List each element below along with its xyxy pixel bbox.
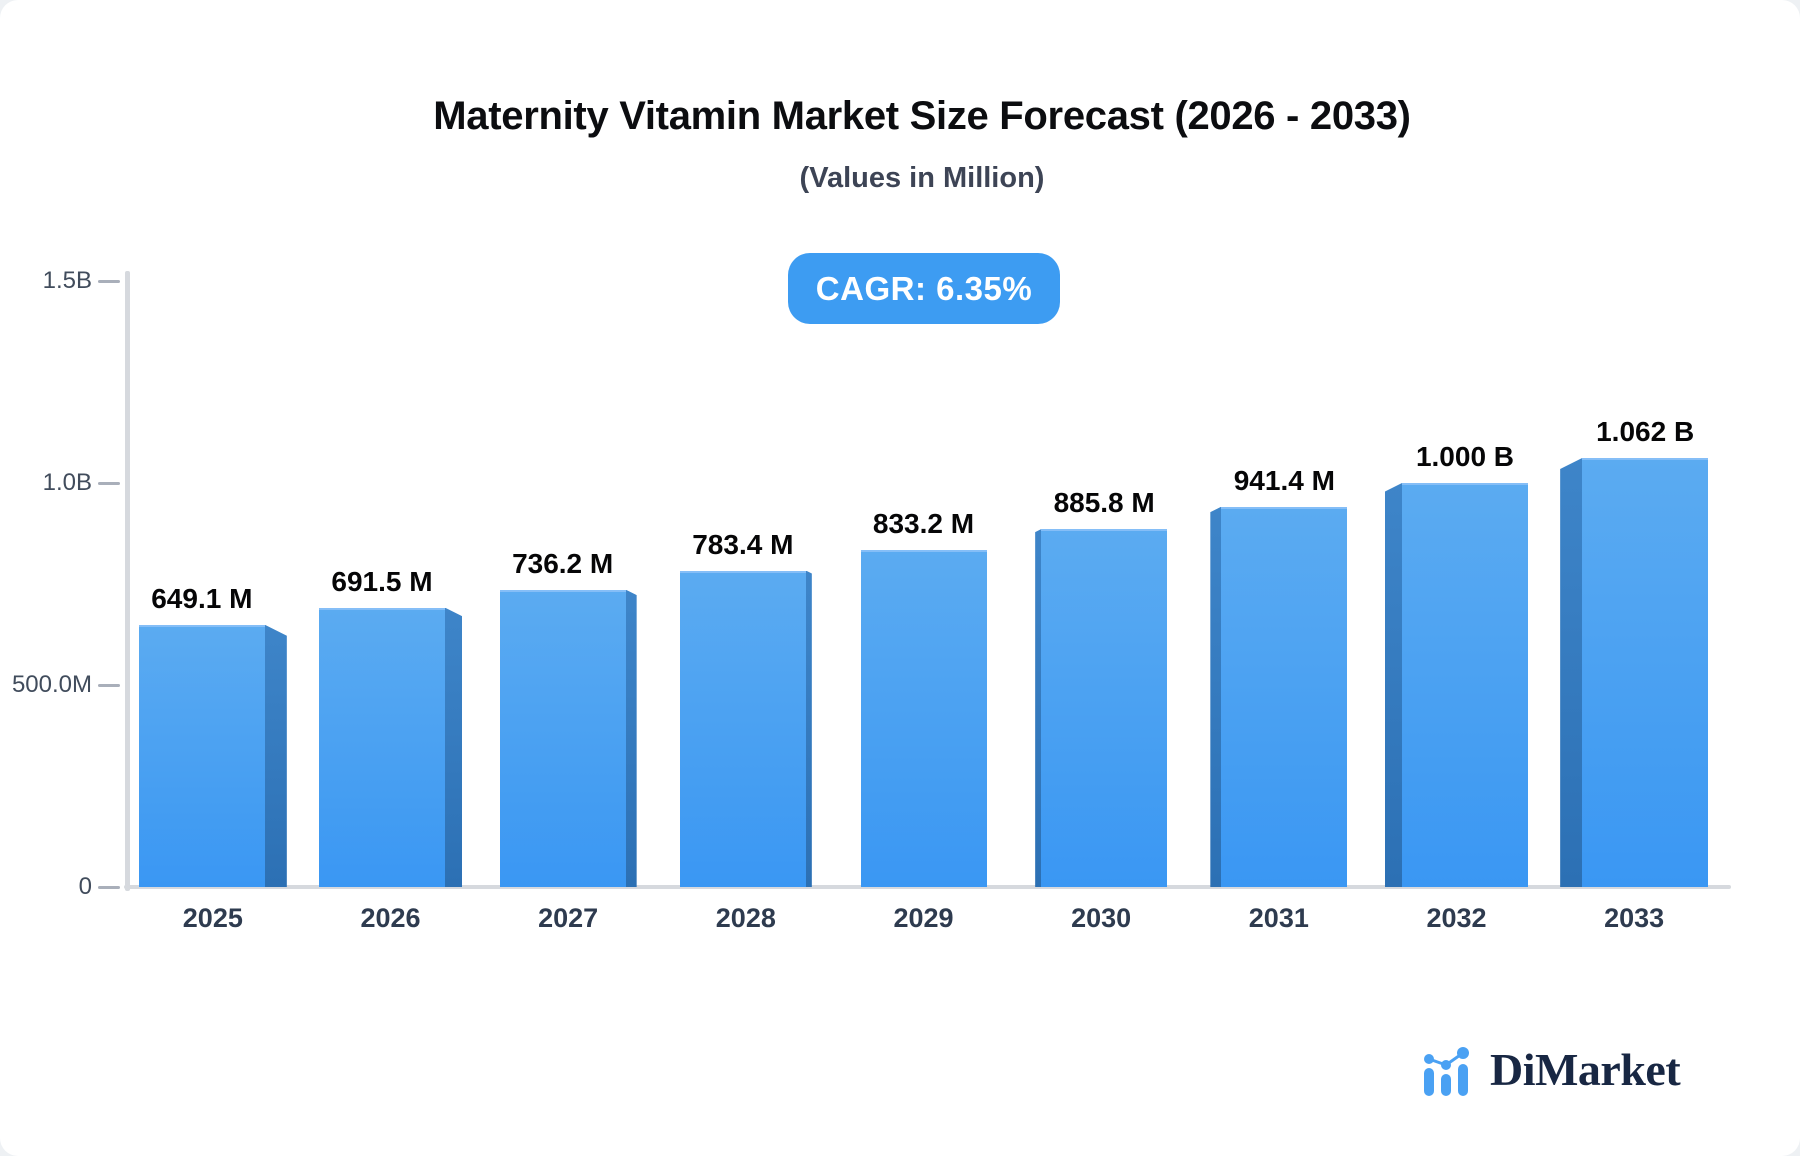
x-label-2028: 2028: [715, 903, 776, 933]
bar-side-2030: [1035, 529, 1042, 887]
value-label-2032: 1.000 B: [1415, 441, 1515, 472]
bar-side-2027: [625, 589, 637, 887]
x-label-2031: 2031: [1248, 903, 1309, 933]
y-tick-dash-500.0M: [98, 684, 120, 687]
brand-logo: DiMarket: [1420, 1040, 1690, 1100]
x-label-2032: 2032: [1426, 903, 1487, 933]
value-label-2030: 885.8 M: [1053, 487, 1155, 519]
x-label-2030: 2030: [1071, 903, 1132, 933]
bar-side-2031: [1210, 506, 1222, 887]
y-tick-label-500.0M: 500.0M: [11, 671, 92, 698]
y-axis-line: [125, 271, 130, 891]
x-axis-line: [124, 885, 1731, 889]
bar-side-2033: [1560, 457, 1583, 887]
value-label-2031: 941.4 M: [1233, 464, 1335, 496]
y-tick-label-1.0B: 1.0B: [42, 469, 92, 496]
value-label-2033: 1.062 B: [1596, 415, 1695, 447]
bar-2026: [319, 607, 445, 887]
bar-2033: [1582, 457, 1709, 887]
bar-2028: [679, 570, 806, 887]
brand-logo-text: DiMarket: [1490, 1044, 1681, 1095]
chart-subtitle: (Values in Million): [799, 162, 1045, 194]
value-label-2025: 649.1 M: [151, 582, 253, 614]
x-label-2025: 2025: [182, 903, 243, 933]
x-label-2029: 2029: [893, 903, 954, 933]
value-label-2028: 783.4 M: [692, 528, 794, 560]
x-label-2026: 2026: [360, 903, 421, 933]
y-tick-label-0: 0: [78, 873, 92, 900]
x-label-2027: 2027: [538, 903, 599, 933]
chart-title: Maternity Vitamin Market Size Forecast (…: [433, 94, 1411, 138]
cagr-badge: CAGR: 6.35%: [788, 253, 1060, 324]
dimarket-bars-icon: [1424, 1047, 1469, 1096]
y-tick-dash-0: [98, 886, 120, 889]
bar-2031: [1221, 506, 1348, 887]
y-tick-dash-1.0B: [98, 482, 120, 485]
bar-2025: [138, 624, 265, 887]
y-tick-label-1.5B: 1.5B: [42, 267, 92, 294]
bar-2029: [860, 550, 987, 887]
value-label-2029: 833.2 M: [872, 508, 975, 540]
bar-side-2028: [805, 570, 812, 887]
bar-side-2026: [445, 607, 462, 887]
x-label-2033: 2033: [1604, 903, 1665, 933]
y-tick-dash-1.5B: [98, 280, 120, 283]
bar-side-2025: [264, 624, 287, 887]
cagr-badge-label: CAGR: 6.35%: [815, 269, 1033, 307]
bar-2032: [1402, 483, 1528, 887]
bar-2027: [499, 589, 626, 887]
bar-2030: [1041, 529, 1168, 887]
value-label-2026: 691.5 M: [331, 565, 433, 597]
bar-side-2032: [1385, 483, 1402, 887]
value-label-2027: 736.2 M: [512, 547, 614, 579]
